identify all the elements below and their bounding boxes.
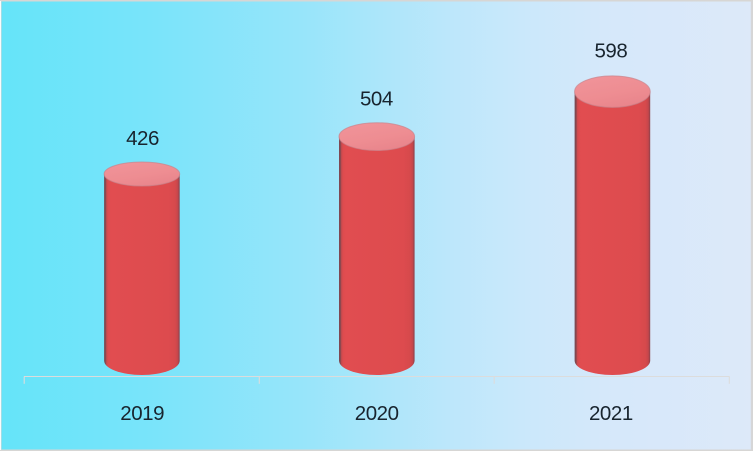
svg-text:504: 504 [360,87,393,110]
svg-text:426: 426 [126,127,159,150]
svg-text:2019: 2019 [120,402,164,425]
svg-text:2020: 2020 [355,402,399,425]
svg-text:2021: 2021 [589,402,633,425]
svg-text:598: 598 [594,39,627,62]
